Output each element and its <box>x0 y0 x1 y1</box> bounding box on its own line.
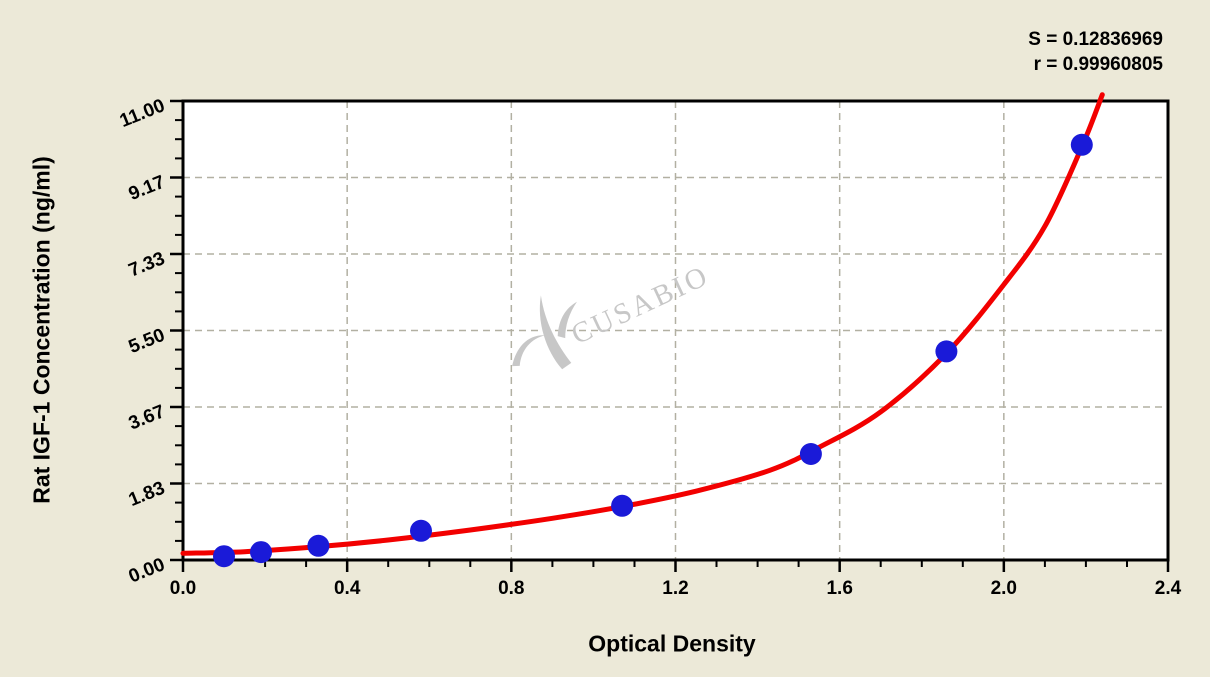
x-axis-title: Optical Density <box>588 630 756 657</box>
data-point <box>410 519 432 542</box>
cusabio-logo-stroke <box>539 295 572 370</box>
y-axis-title: Rat IGF-1 Concentration (ng/ml) <box>28 156 55 504</box>
data-point <box>213 545 235 568</box>
cusabio-logo-stroke <box>557 301 577 339</box>
y-tick-label: 9.17 <box>126 172 168 205</box>
fit-statistics: S = 0.12836969 r = 0.99960805 <box>1028 27 1163 77</box>
x-tick-label: 2.0 <box>991 578 1017 599</box>
y-tick-label: 7.33 <box>126 248 168 281</box>
y-tick-label: 5.50 <box>126 325 168 358</box>
y-tick-label: 11.00 <box>117 95 168 132</box>
stat-s-value: S = 0.12836969 <box>1028 29 1163 50</box>
x-tick-label: 0.8 <box>498 578 524 599</box>
data-point <box>935 340 958 363</box>
y-tick-label: 3.67 <box>126 401 168 434</box>
regression-curve <box>180 92 1105 556</box>
cusabio-logo-stroke <box>512 335 546 367</box>
data-point <box>1070 133 1093 156</box>
data-point <box>611 494 634 517</box>
x-tick-label: 1.2 <box>662 578 688 599</box>
data-point <box>250 541 272 564</box>
x-tick-label: 1.6 <box>826 578 852 599</box>
cusabio-logo-icon <box>512 295 577 370</box>
x-tick-label: 2.4 <box>1155 578 1182 599</box>
y-tick-label: 0.00 <box>126 554 168 587</box>
data-point <box>307 534 330 557</box>
x-tick-label: 0.0 <box>170 578 196 599</box>
data-point <box>799 443 822 465</box>
stat-r-value: r = 0.99960805 <box>1033 54 1163 75</box>
plot-frame <box>181 99 1170 562</box>
x-tick-label: 0.4 <box>334 578 361 599</box>
y-tick-label: 1.83 <box>126 478 168 511</box>
